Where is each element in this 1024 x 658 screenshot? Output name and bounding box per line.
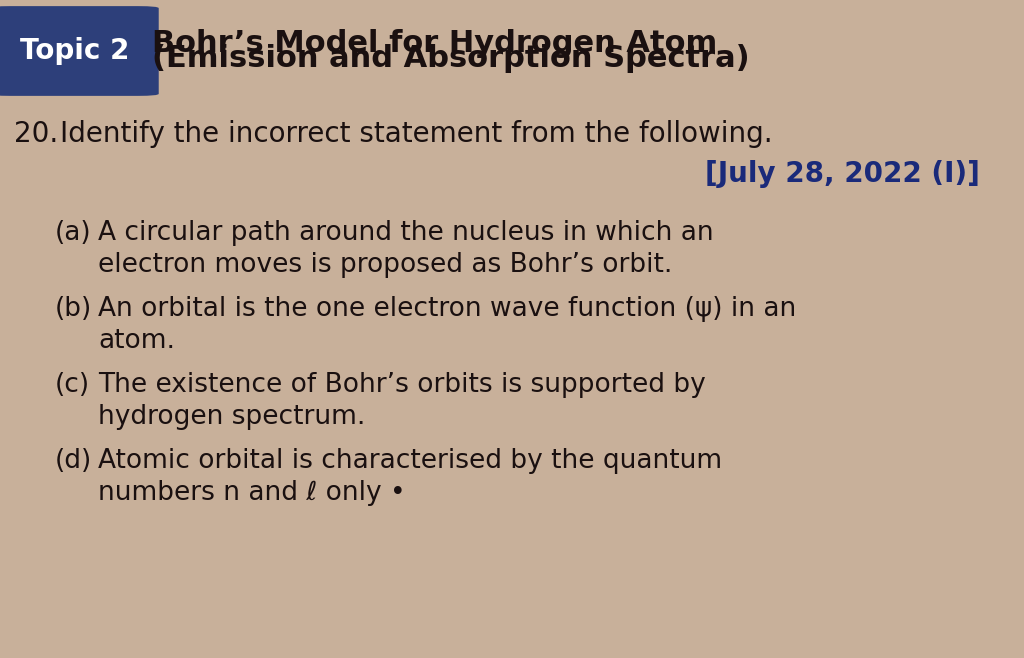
Text: [July 28, 2022 (I)]: [July 28, 2022 (I)] bbox=[706, 160, 980, 188]
Text: atom.: atom. bbox=[98, 328, 175, 354]
Text: (b): (b) bbox=[55, 296, 92, 322]
Text: Identify the incorrect statement from the following.: Identify the incorrect statement from th… bbox=[60, 120, 773, 148]
Text: (d): (d) bbox=[55, 448, 92, 474]
FancyBboxPatch shape bbox=[0, 6, 159, 96]
Text: 20.: 20. bbox=[14, 120, 58, 148]
Text: A circular path around the nucleus in which an: A circular path around the nucleus in wh… bbox=[98, 220, 714, 246]
Text: Atomic orbital is characterised by the quantum: Atomic orbital is characterised by the q… bbox=[98, 448, 722, 474]
Text: Topic 2: Topic 2 bbox=[19, 37, 129, 65]
Text: (a): (a) bbox=[55, 220, 91, 246]
Text: hydrogen spectrum.: hydrogen spectrum. bbox=[98, 404, 366, 430]
Text: Bohr’s Model for Hydrogen Atom: Bohr’s Model for Hydrogen Atom bbox=[152, 28, 717, 57]
Text: electron moves is proposed as Bohr’s orbit.: electron moves is proposed as Bohr’s orb… bbox=[98, 252, 673, 278]
Text: (c): (c) bbox=[55, 372, 90, 398]
Text: The existence of Bohr’s orbits is supported by: The existence of Bohr’s orbits is suppor… bbox=[98, 372, 706, 398]
Text: An orbital is the one electron wave function (ψ) in an: An orbital is the one electron wave func… bbox=[98, 296, 797, 322]
Text: (Emission and Absorption Spectra): (Emission and Absorption Spectra) bbox=[152, 45, 750, 74]
Text: numbers n and ℓ only •: numbers n and ℓ only • bbox=[98, 480, 406, 506]
